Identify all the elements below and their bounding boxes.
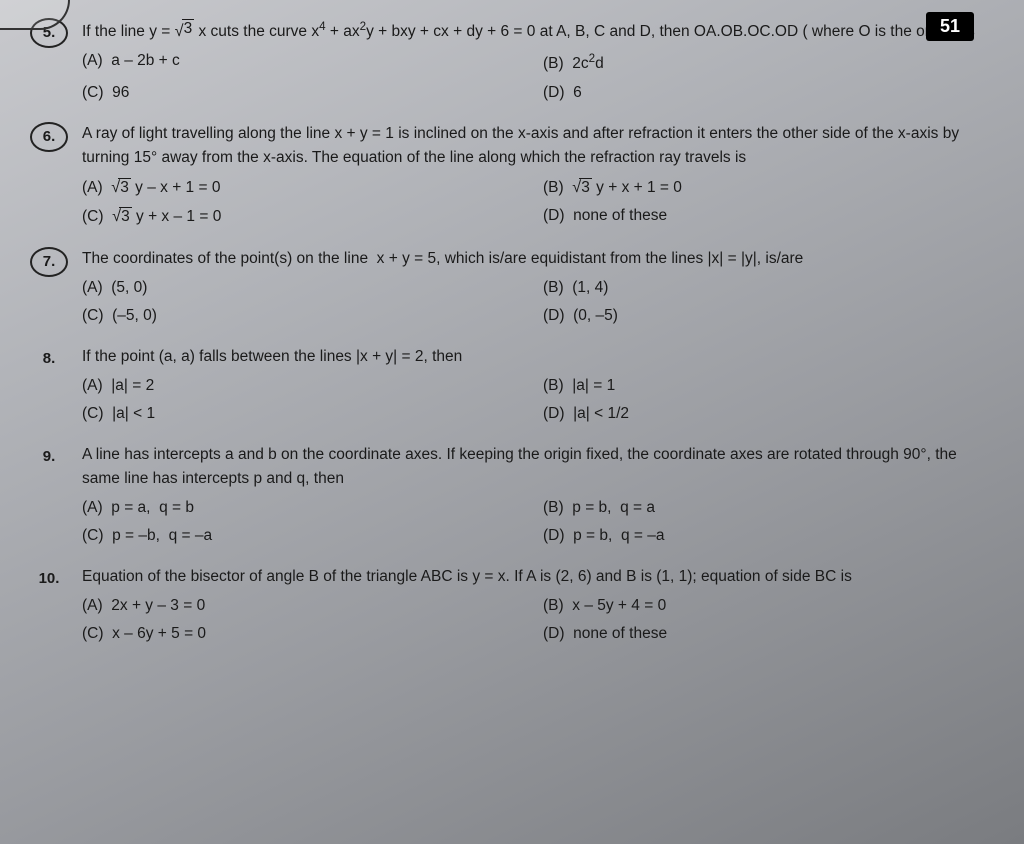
- question-number: 8.: [30, 345, 68, 373]
- question-stem: A ray of light travelling along the line…: [82, 122, 984, 170]
- question-number: 10.: [30, 565, 68, 593]
- option-c[interactable]: (C) 96: [82, 82, 523, 104]
- question-body: A ray of light travelling along the line…: [82, 122, 984, 229]
- question-number: 6.: [30, 122, 68, 152]
- question-body: If the point (a, a) falls between the li…: [82, 345, 984, 425]
- option-b[interactable]: (B) p = b, q = a: [543, 497, 984, 519]
- option-d[interactable]: (D) none of these: [543, 623, 984, 645]
- question-body: The coordinates of the point(s) on the l…: [82, 247, 984, 327]
- question-number: 7.: [30, 247, 68, 277]
- option-b[interactable]: (B) 2c2d: [543, 50, 984, 75]
- question-body: Equation of the bisector of angle B of t…: [82, 565, 984, 645]
- options-grid: (A) (5, 0) (B) (1, 4) (C) (–5, 0) (D) (0, –…: [82, 277, 984, 327]
- option-b[interactable]: (B) √3 y + x + 1 = 0: [543, 176, 984, 200]
- question-block: 10. Equation of the bisector of angle B o…: [30, 565, 984, 645]
- option-d[interactable]: (D) p = b, q = –a: [543, 525, 984, 547]
- question-stem: If the line y = √3 x cuts the curve x4 +…: [82, 18, 984, 44]
- question-block: 7. The coordinates of the point(s) on the…: [30, 247, 984, 327]
- option-b[interactable]: (B) (1, 4): [543, 277, 984, 299]
- options-grid: (A) 2x + y – 3 = 0 (B) x – 5y + 4 = 0 (C) …: [82, 595, 984, 645]
- option-a[interactable]: (A) 2x + y – 3 = 0: [82, 595, 523, 617]
- option-c[interactable]: (C) √3 y + x – 1 = 0: [82, 205, 523, 229]
- option-a[interactable]: (A) a – 2b + c: [82, 50, 523, 75]
- options-grid: (A) a – 2b + c (B) 2c2d (C) 96 (D) 6: [82, 50, 984, 103]
- question-stem: The coordinates of the point(s) on the l…: [82, 247, 984, 271]
- question-block: 6. A ray of light travelling along the li…: [30, 122, 984, 229]
- question-body: A line has intercepts a and b on the coo…: [82, 443, 984, 547]
- option-a[interactable]: (A) p = a, q = b: [82, 497, 523, 519]
- page-number-badge: 51: [926, 12, 974, 41]
- option-a[interactable]: (A) |a| = 2: [82, 375, 523, 397]
- option-c[interactable]: (C) x – 6y + 5 = 0: [82, 623, 523, 645]
- question-stem: Equation of the bisector of angle B of t…: [82, 565, 984, 589]
- option-c[interactable]: (C) p = –b, q = –a: [82, 525, 523, 547]
- option-d[interactable]: (D) 6: [543, 82, 984, 104]
- question-number: 9.: [30, 443, 68, 471]
- question-block: 8. If the point (a, a) falls between the …: [30, 345, 984, 425]
- question-body: If the line y = √3 x cuts the curve x4 +…: [82, 18, 984, 104]
- option-d[interactable]: (D) none of these: [543, 205, 984, 229]
- page-content: 5.If the line y = √3 x cuts the curve x4…: [0, 0, 1024, 683]
- option-a[interactable]: (A) (5, 0): [82, 277, 523, 299]
- question-stem: If the point (a, a) falls between the li…: [82, 345, 984, 369]
- option-d[interactable]: (D) (0, –5): [543, 305, 984, 327]
- options-grid: (A) √3 y – x + 1 = 0 (B) √3 y + x + 1 = 0…: [82, 176, 984, 229]
- option-b[interactable]: (B) x – 5y + 4 = 0: [543, 595, 984, 617]
- question-stem: A line has intercepts a and b on the coo…: [82, 443, 984, 491]
- option-c[interactable]: (C) (–5, 0): [82, 305, 523, 327]
- question-block: 9. A line has intercepts a and b on the c…: [30, 443, 984, 547]
- options-grid: (A) |a| = 2 (B) |a| = 1 (C) |a| < 1 (D) |a|…: [82, 375, 984, 425]
- options-grid: (A) p = a, q = b (B) p = b, q = a (C) p = …: [82, 497, 984, 547]
- option-c[interactable]: (C) |a| < 1: [82, 403, 523, 425]
- option-b[interactable]: (B) |a| = 1: [543, 375, 984, 397]
- option-d[interactable]: (D) |a| < 1/2: [543, 403, 984, 425]
- question-block: 5.If the line y = √3 x cuts the curve x4…: [30, 18, 984, 104]
- option-a[interactable]: (A) √3 y – x + 1 = 0: [82, 176, 523, 200]
